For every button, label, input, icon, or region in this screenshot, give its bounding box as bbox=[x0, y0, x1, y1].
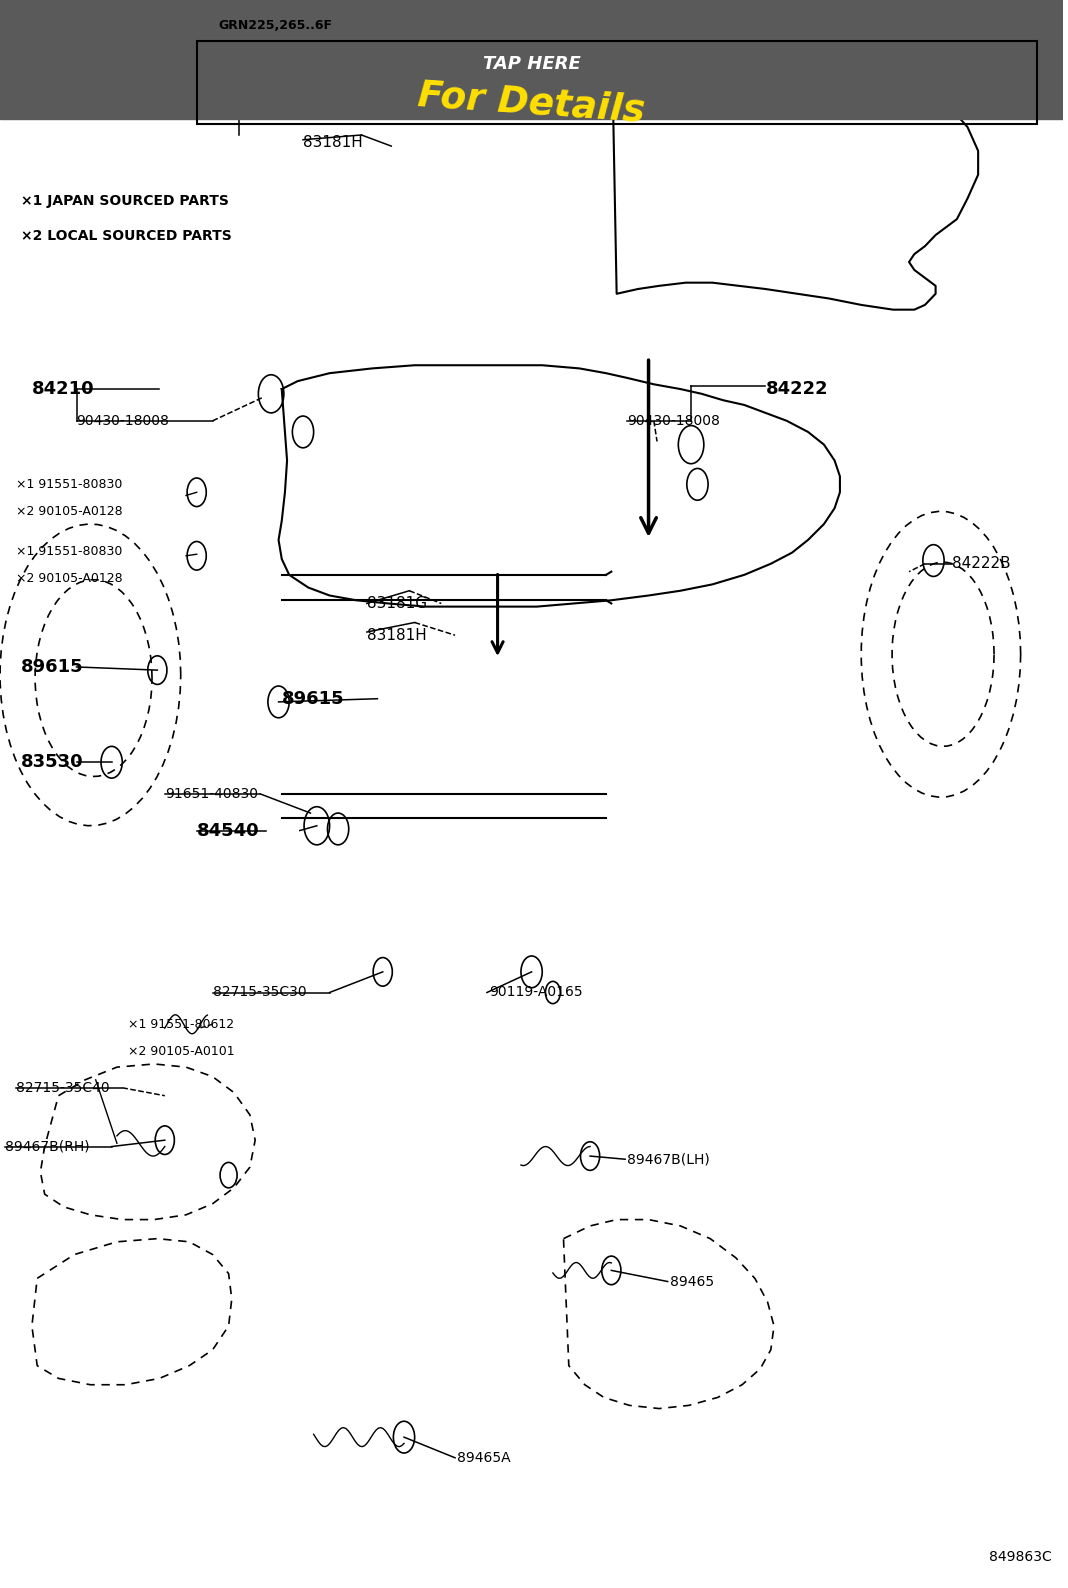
Text: ×2 90105-A0101: ×2 90105-A0101 bbox=[127, 1045, 234, 1058]
Text: ×1 91551-80830: ×1 91551-80830 bbox=[16, 545, 123, 557]
Text: 89467B(RH): 89467B(RH) bbox=[5, 1140, 90, 1153]
Text: 90119-A0165: 90119-A0165 bbox=[489, 986, 583, 999]
Text: TAP HERE: TAP HERE bbox=[483, 54, 581, 73]
Bar bbox=[0, 0, 1063, 119]
Text: 89615: 89615 bbox=[282, 689, 344, 708]
Text: 83530: 83530 bbox=[21, 753, 84, 772]
Text: 89465: 89465 bbox=[670, 1275, 713, 1288]
Text: 83181: 83181 bbox=[164, 103, 213, 119]
Text: 83181G: 83181G bbox=[366, 596, 427, 611]
Text: ×2 LOCAL SOURCED PARTS: ×2 LOCAL SOURCED PARTS bbox=[21, 229, 232, 243]
Text: 89467B(LH): 89467B(LH) bbox=[627, 1153, 710, 1166]
Text: 91651-40830: 91651-40830 bbox=[164, 788, 257, 800]
Text: 90430-18008: 90430-18008 bbox=[627, 414, 720, 427]
Text: ×1 91551-80612: ×1 91551-80612 bbox=[127, 1018, 234, 1031]
Text: 89615: 89615 bbox=[21, 657, 84, 676]
Text: 84210: 84210 bbox=[32, 380, 95, 399]
Text: For Details: For Details bbox=[417, 78, 646, 129]
Text: 849863C: 849863C bbox=[989, 1550, 1052, 1564]
Text: ×2 90105-A0128: ×2 90105-A0128 bbox=[16, 505, 123, 518]
Text: 83181H: 83181H bbox=[303, 135, 363, 151]
Text: ×2 90105-A0128: ×2 90105-A0128 bbox=[16, 572, 123, 584]
Bar bbox=[197, 41, 1037, 124]
Text: 84222: 84222 bbox=[766, 380, 828, 399]
Text: 82715-35C40: 82715-35C40 bbox=[16, 1081, 110, 1094]
Text: 89465A: 89465A bbox=[457, 1451, 511, 1464]
Text: 90430-18008: 90430-18008 bbox=[77, 414, 170, 427]
Text: 84222B: 84222B bbox=[952, 556, 1010, 572]
Text: 82715-35C30: 82715-35C30 bbox=[213, 986, 307, 999]
Text: 83181H: 83181H bbox=[366, 627, 426, 643]
Text: 84540: 84540 bbox=[197, 821, 260, 840]
Text: ×1 91551-80830: ×1 91551-80830 bbox=[16, 478, 123, 491]
Text: GRN225,265..6F: GRN225,265..6F bbox=[218, 19, 332, 32]
Text: ×1 JAPAN SOURCED PARTS: ×1 JAPAN SOURCED PARTS bbox=[21, 194, 230, 208]
